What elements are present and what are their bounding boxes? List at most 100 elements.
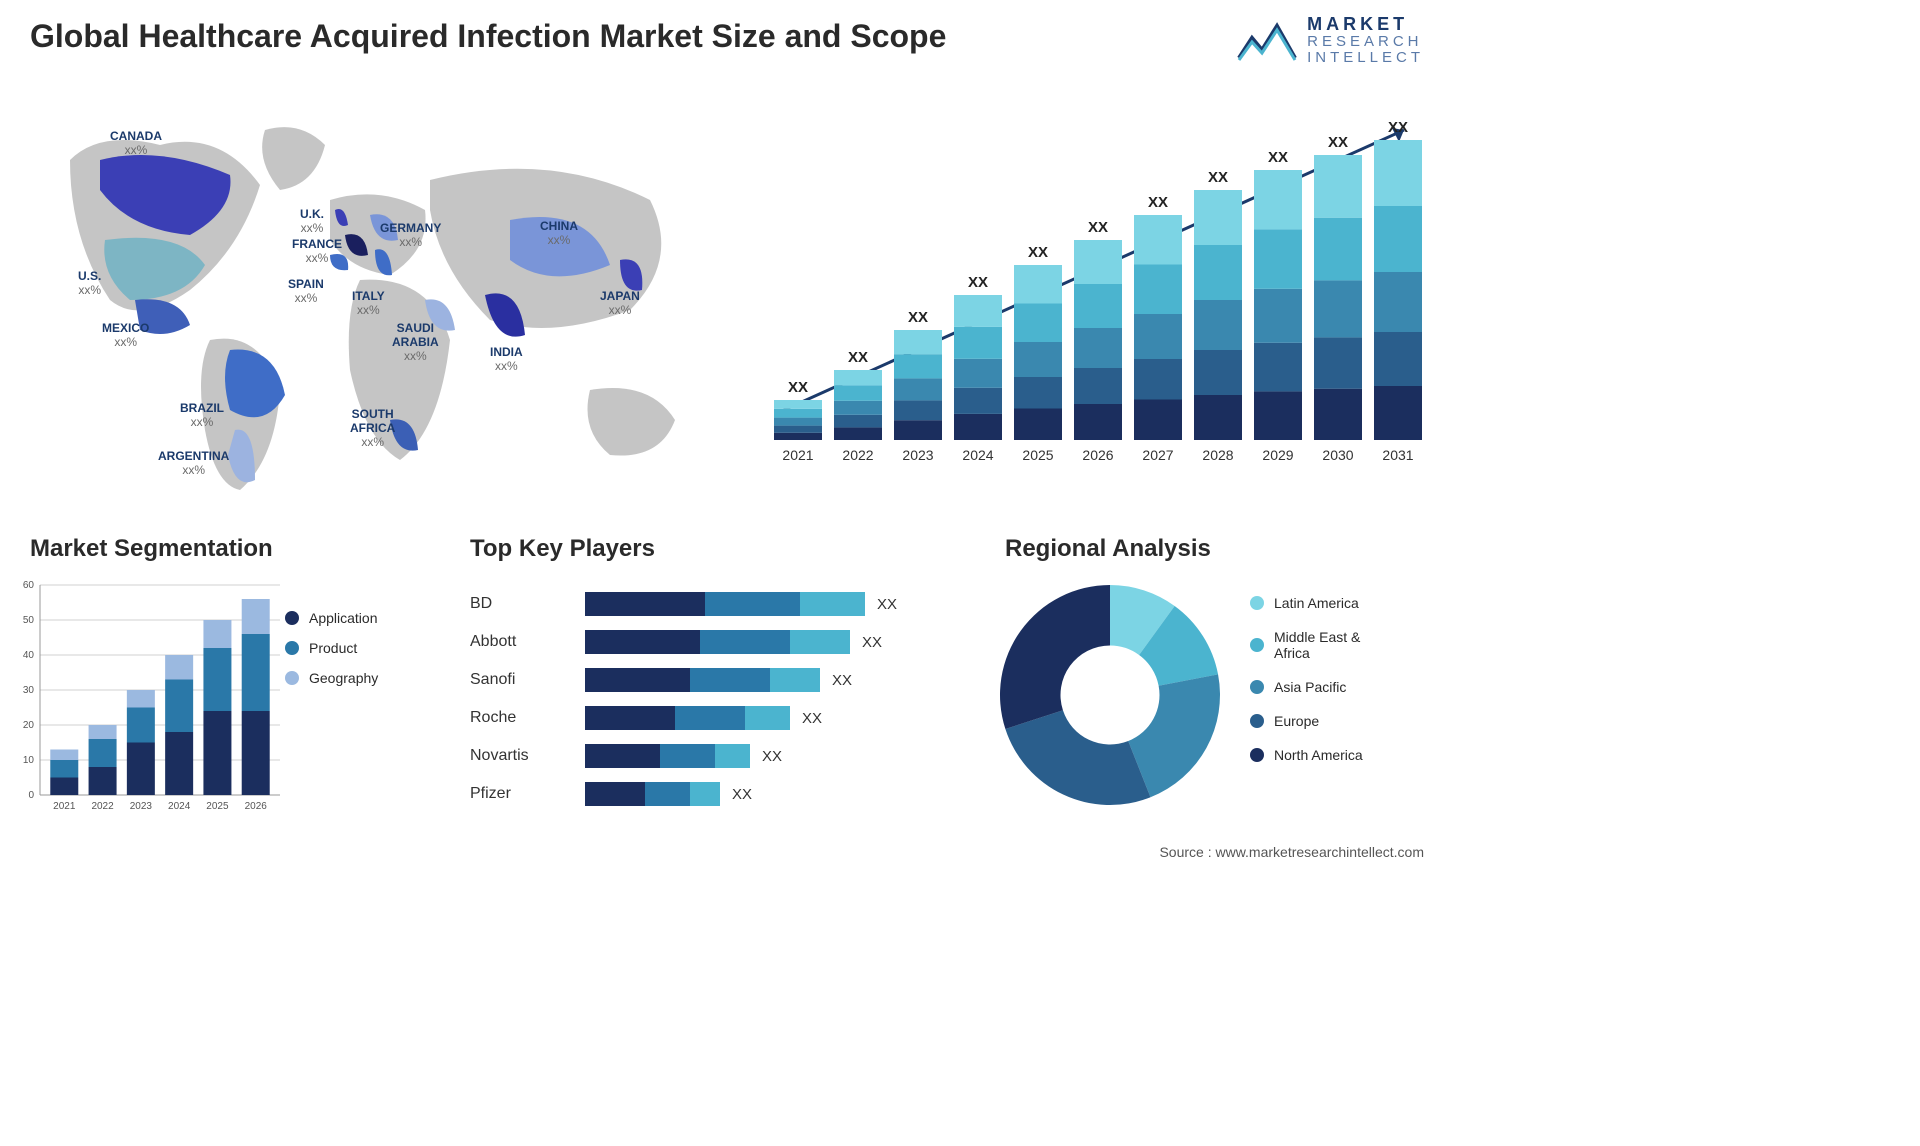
regional-legend: Latin America Middle East &Africa Asia Pac…	[1250, 595, 1363, 781]
key-player-name: Sanofi	[470, 671, 585, 689]
key-player-row: Sanofi XX	[470, 661, 960, 699]
regional-heading: Regional Analysis	[1005, 535, 1211, 563]
svg-text:2030: 2030	[1322, 447, 1353, 463]
svg-text:2028: 2028	[1202, 447, 1233, 463]
map-label: CANADAxx%	[110, 130, 162, 158]
key-player-bar	[585, 706, 790, 730]
segmentation-legend: Application Product Geography	[285, 610, 378, 700]
market-size-chart: XX 2021 XX 2022 XX 2023 XX 2024 XX 2025 XX 2026 XX 20…	[764, 100, 1424, 480]
key-player-row: Abbott XX	[470, 623, 960, 661]
legend-item: Middle East &Africa	[1250, 629, 1363, 661]
svg-text:2021: 2021	[782, 447, 813, 463]
svg-text:60: 60	[23, 580, 35, 591]
svg-text:2031: 2031	[1382, 447, 1413, 463]
logo-text-1: MARKET	[1307, 15, 1424, 34]
map-label: U.S.xx%	[78, 270, 101, 298]
svg-text:XX: XX	[788, 379, 808, 396]
map-label: ITALYxx%	[352, 290, 385, 318]
key-player-name: Pfizer	[470, 785, 585, 803]
svg-text:XX: XX	[1088, 219, 1108, 236]
key-player-name: Roche	[470, 709, 585, 727]
map-label: SPAINxx%	[288, 278, 324, 306]
svg-text:50: 50	[23, 615, 35, 626]
map-label: INDIAxx%	[490, 346, 523, 374]
legend-item: Application	[285, 610, 378, 626]
market-size-svg: XX 2021 XX 2022 XX 2023 XX 2024 XX 2025 XX 2026 XX 20…	[764, 100, 1424, 480]
page-title: Global Healthcare Acquired Infection Mar…	[30, 18, 946, 55]
legend-item: Latin America	[1250, 595, 1363, 611]
svg-text:XX: XX	[908, 309, 928, 326]
svg-text:2025: 2025	[206, 801, 229, 812]
legend-item: Europe	[1250, 713, 1363, 729]
legend-item: Product	[285, 640, 378, 656]
key-player-value: XX	[762, 748, 782, 765]
svg-text:2022: 2022	[842, 447, 873, 463]
svg-text:10: 10	[23, 755, 35, 766]
svg-text:XX: XX	[1148, 194, 1168, 211]
segmentation-svg: 0102030405060202120222023202420252026	[10, 575, 290, 825]
svg-text:XX: XX	[1028, 244, 1048, 261]
map-label: JAPANxx%	[600, 290, 640, 318]
map-label: ARGENTINAxx%	[158, 450, 229, 478]
svg-text:XX: XX	[848, 349, 868, 366]
svg-text:2023: 2023	[902, 447, 933, 463]
world-map: CANADAxx% U.S.xx% MEXICOxx% BRAZILxx% ARGENT…	[30, 90, 710, 510]
legend-item: Asia Pacific	[1250, 679, 1363, 695]
svg-text:2026: 2026	[1082, 447, 1113, 463]
map-label: FRANCExx%	[292, 238, 342, 266]
map-label: MEXICOxx%	[102, 322, 149, 350]
key-player-bar	[585, 630, 850, 654]
map-label: SOUTHAFRICAxx%	[350, 408, 395, 449]
legend-item: North America	[1250, 747, 1363, 763]
logo-text-2: RESEARCH	[1307, 34, 1424, 50]
map-label: CHINAxx%	[540, 220, 578, 248]
svg-text:2029: 2029	[1262, 447, 1293, 463]
svg-text:XX: XX	[1208, 169, 1228, 186]
svg-text:XX: XX	[1388, 119, 1408, 136]
segmentation-chart: 0102030405060202120222023202420252026	[10, 575, 290, 825]
brand-logo: MARKET RESEARCH INTELLECT	[1237, 15, 1424, 65]
svg-text:40: 40	[23, 650, 35, 661]
svg-text:2022: 2022	[91, 801, 114, 812]
svg-text:2024: 2024	[168, 801, 191, 812]
svg-text:XX: XX	[968, 274, 988, 291]
key-player-bar	[585, 592, 865, 616]
map-label: U.K.xx%	[300, 208, 324, 236]
key-player-bar	[585, 782, 720, 806]
key-player-name: Abbott	[470, 633, 585, 651]
key-player-row: Pfizer XX	[470, 775, 960, 813]
regional-donut	[990, 575, 1230, 815]
svg-text:XX: XX	[1268, 149, 1288, 166]
key-player-value: XX	[732, 786, 752, 803]
map-label: BRAZILxx%	[180, 402, 224, 430]
svg-text:2027: 2027	[1142, 447, 1173, 463]
key-player-row: Roche XX	[470, 699, 960, 737]
segmentation-heading: Market Segmentation	[30, 535, 273, 563]
key-player-value: XX	[862, 634, 882, 651]
key-player-name: BD	[470, 595, 585, 613]
svg-text:2023: 2023	[130, 801, 153, 812]
key-players-chart: BDXXAbbottXXSanofiXXRocheXXNovartisXXPfi…	[470, 585, 960, 813]
key-player-value: XX	[802, 710, 822, 727]
key-player-value: XX	[877, 596, 897, 613]
source-label: Source : www.marketresearchintellect.com	[1159, 844, 1424, 860]
key-player-name: Novartis	[470, 747, 585, 765]
key-player-value: XX	[832, 672, 852, 689]
svg-text:0: 0	[28, 790, 34, 801]
key-player-bar	[585, 668, 820, 692]
svg-text:20: 20	[23, 720, 35, 731]
legend-item: Geography	[285, 670, 378, 686]
map-label: SAUDIARABIAxx%	[392, 322, 439, 363]
map-label: GERMANYxx%	[380, 222, 441, 250]
key-player-bar	[585, 744, 750, 768]
regional-donut-svg	[990, 575, 1230, 815]
key-player-row: Novartis XX	[470, 737, 960, 775]
svg-text:2021: 2021	[53, 801, 76, 812]
key-player-row: BD XX	[470, 585, 960, 623]
svg-text:XX: XX	[1328, 134, 1348, 151]
logo-mark-icon	[1237, 18, 1297, 63]
svg-text:30: 30	[23, 685, 35, 696]
key-players-heading: Top Key Players	[470, 535, 655, 563]
svg-text:2025: 2025	[1022, 447, 1053, 463]
svg-text:2024: 2024	[962, 447, 993, 463]
